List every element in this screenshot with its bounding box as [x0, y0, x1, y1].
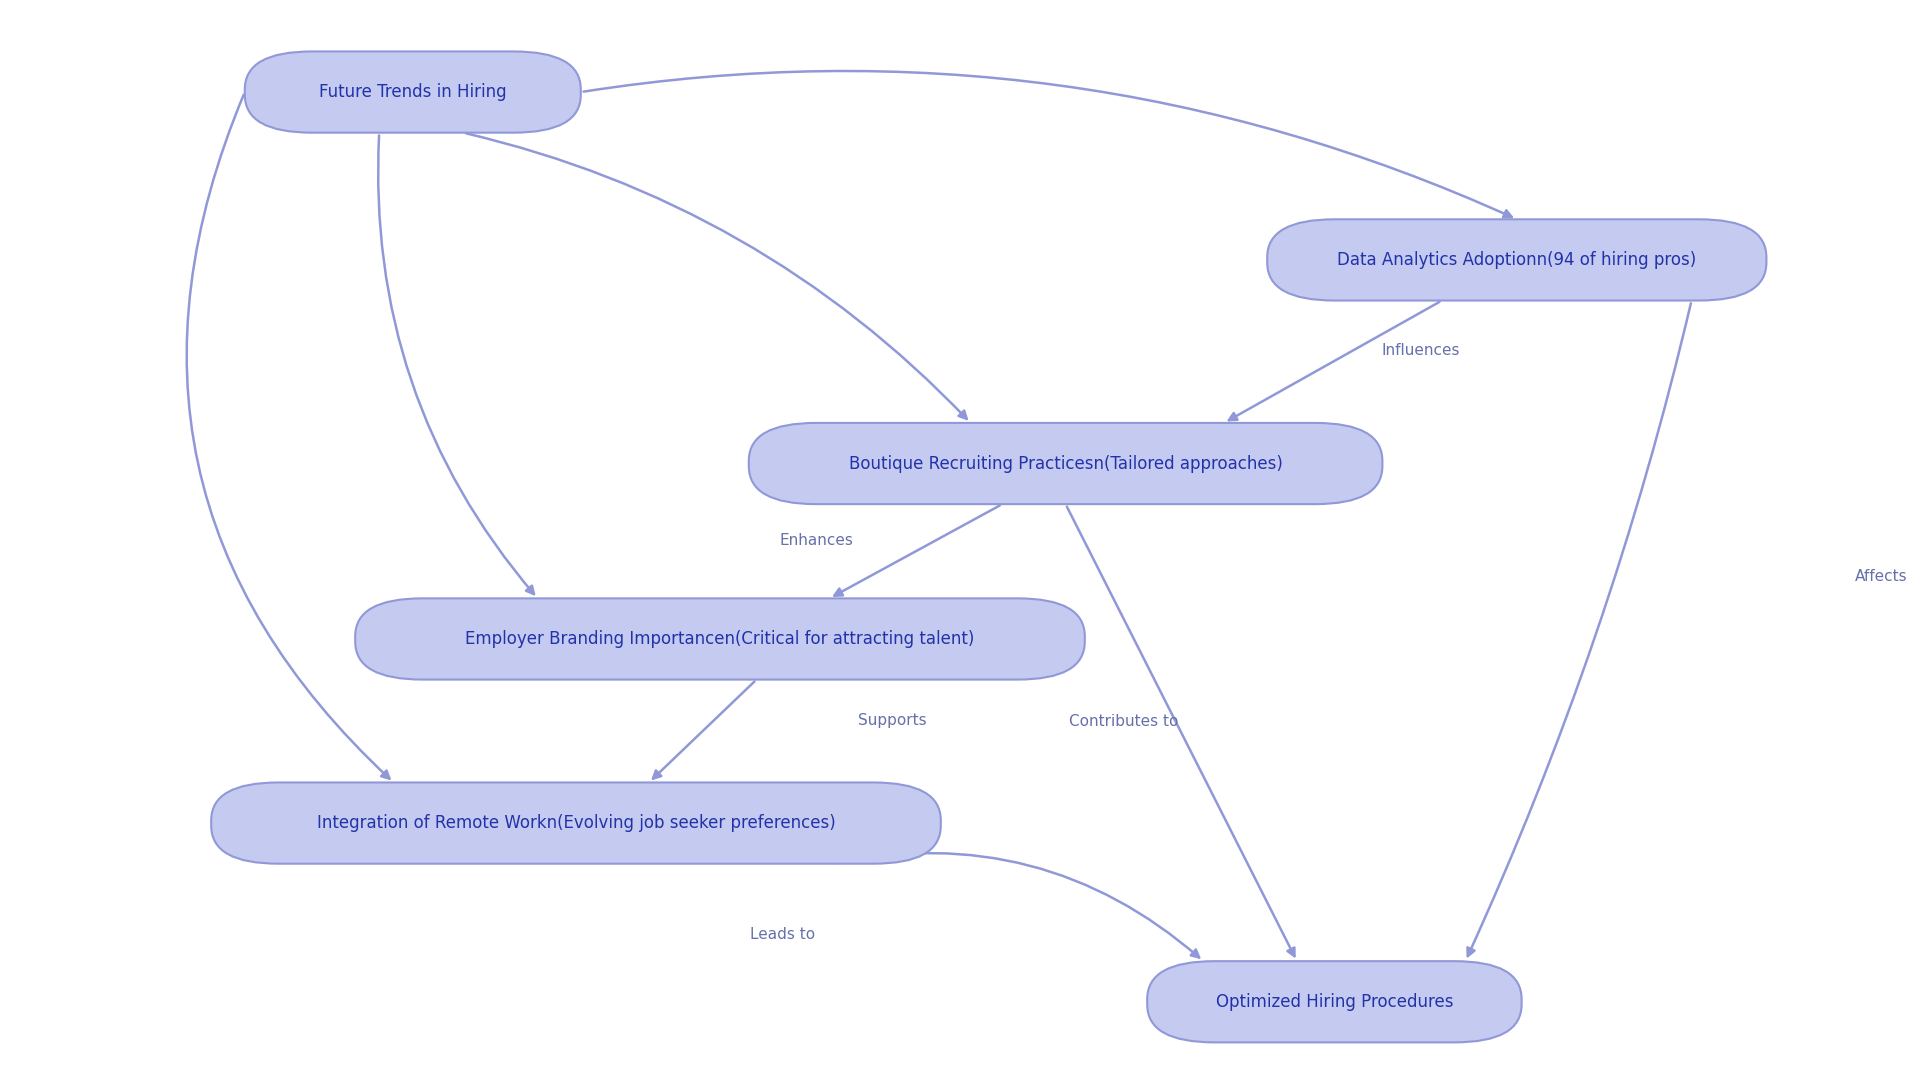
FancyBboxPatch shape	[211, 782, 941, 864]
FancyBboxPatch shape	[1146, 962, 1521, 1042]
FancyBboxPatch shape	[1267, 219, 1766, 300]
Text: Influences: Influences	[1382, 343, 1459, 358]
Text: Future Trends in Hiring: Future Trends in Hiring	[319, 83, 507, 101]
Text: Boutique Recruiting Practicesn(Tailored approaches): Boutique Recruiting Practicesn(Tailored …	[849, 455, 1283, 472]
Text: Supports: Supports	[858, 713, 927, 728]
Text: Employer Branding Importancen(Critical for attracting talent): Employer Branding Importancen(Critical f…	[465, 630, 975, 648]
FancyBboxPatch shape	[355, 598, 1085, 680]
FancyBboxPatch shape	[749, 423, 1382, 505]
FancyBboxPatch shape	[246, 51, 580, 132]
Text: Optimized Hiring Procedures: Optimized Hiring Procedures	[1215, 993, 1453, 1010]
Text: Contributes to: Contributes to	[1069, 715, 1177, 729]
Text: Leads to: Leads to	[751, 927, 814, 941]
Text: Data Analytics Adoptionn(94 of hiring pros): Data Analytics Adoptionn(94 of hiring pr…	[1336, 251, 1697, 269]
Text: Affects: Affects	[1855, 570, 1908, 584]
Text: Integration of Remote Workn(Evolving job seeker preferences): Integration of Remote Workn(Evolving job…	[317, 814, 835, 832]
Text: Enhances: Enhances	[780, 533, 852, 548]
